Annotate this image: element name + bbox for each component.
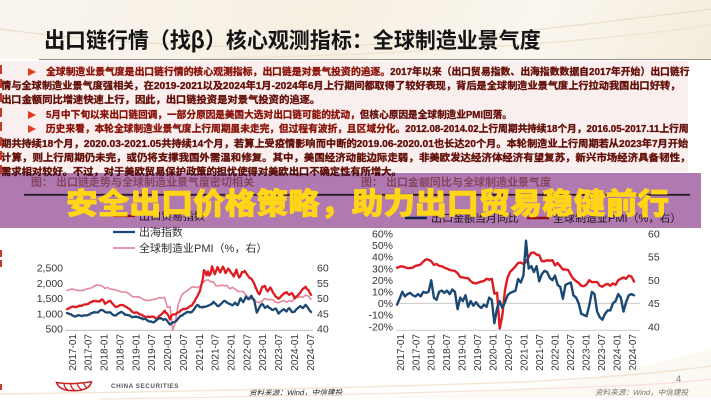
svg-text:2018-01: 2018-01 xyxy=(427,334,438,371)
svg-text:2024-01: 2024-01 xyxy=(612,334,623,371)
svg-text:40: 40 xyxy=(648,321,660,333)
svg-text:50: 50 xyxy=(648,275,660,287)
svg-text:2018-01: 2018-01 xyxy=(100,334,111,371)
svg-text:-10%: -10% xyxy=(368,310,393,322)
svg-text:1,500: 1,500 xyxy=(37,293,63,305)
svg-text:2017-01: 2017-01 xyxy=(396,334,407,371)
svg-text:2022-01: 2022-01 xyxy=(551,334,562,371)
svg-text:45: 45 xyxy=(648,298,660,310)
svg-text:2023-01: 2023-01 xyxy=(258,334,269,371)
svg-text:55: 55 xyxy=(317,278,329,290)
svg-text:2020-01: 2020-01 xyxy=(489,334,500,371)
svg-text:2019-01: 2019-01 xyxy=(458,334,469,371)
svg-text:2022-01: 2022-01 xyxy=(227,334,238,371)
svg-text:2021-07: 2021-07 xyxy=(535,334,546,371)
svg-text:2022-07: 2022-07 xyxy=(566,334,577,371)
svg-text:2019-07: 2019-07 xyxy=(147,334,158,371)
svg-text:2,500: 2,500 xyxy=(37,263,63,275)
svg-text:2022-07: 2022-07 xyxy=(242,334,253,371)
svg-text:2021-07: 2021-07 xyxy=(211,334,222,371)
svg-text:60%: 60% xyxy=(372,229,393,241)
svg-text:2021-01: 2021-01 xyxy=(520,334,531,371)
svg-text:20%: 20% xyxy=(372,275,393,287)
svg-text:60: 60 xyxy=(648,229,660,241)
svg-text:2020-07: 2020-07 xyxy=(504,334,515,371)
svg-text:2024-01: 2024-01 xyxy=(290,334,301,371)
svg-text:2023-07: 2023-07 xyxy=(274,334,285,371)
svg-text:500: 500 xyxy=(45,324,63,336)
svg-text:全球制造业PMI（%，右）: 全球制造业PMI（%，右） xyxy=(139,240,267,256)
svg-text:出海指数: 出海指数 xyxy=(139,224,183,240)
svg-text:40%: 40% xyxy=(372,252,393,264)
svg-text:50: 50 xyxy=(317,293,329,305)
svg-text:1,000: 1,000 xyxy=(37,308,63,320)
svg-text:2019-07: 2019-07 xyxy=(473,334,484,371)
svg-text:2017-01: 2017-01 xyxy=(68,334,79,371)
svg-text:2021-01: 2021-01 xyxy=(195,334,206,371)
svg-text:45: 45 xyxy=(317,308,329,320)
svg-text:2020-07: 2020-07 xyxy=(179,334,190,371)
svg-text:2023-07: 2023-07 xyxy=(597,334,608,371)
svg-text:50%: 50% xyxy=(372,240,393,252)
svg-text:2020-01: 2020-01 xyxy=(163,334,174,371)
svg-text:2023-01: 2023-01 xyxy=(581,334,592,371)
svg-text:2017-07: 2017-07 xyxy=(84,334,95,371)
svg-text:2017-07: 2017-07 xyxy=(411,334,422,371)
svg-text:2018-07: 2018-07 xyxy=(115,334,126,371)
svg-text:55: 55 xyxy=(648,252,660,264)
svg-text:60: 60 xyxy=(317,263,329,275)
svg-text:10%: 10% xyxy=(372,287,393,299)
svg-text:40: 40 xyxy=(317,324,329,336)
svg-text:0%: 0% xyxy=(378,298,393,310)
svg-text:30%: 30% xyxy=(372,263,393,275)
svg-text:2024-07: 2024-07 xyxy=(628,334,639,371)
svg-text:2019-01: 2019-01 xyxy=(131,334,142,371)
svg-text:2,000: 2,000 xyxy=(37,278,63,290)
svg-text:2024-07: 2024-07 xyxy=(306,334,317,371)
svg-text:2018-07: 2018-07 xyxy=(442,334,453,371)
svg-text:-20%: -20% xyxy=(368,321,393,333)
